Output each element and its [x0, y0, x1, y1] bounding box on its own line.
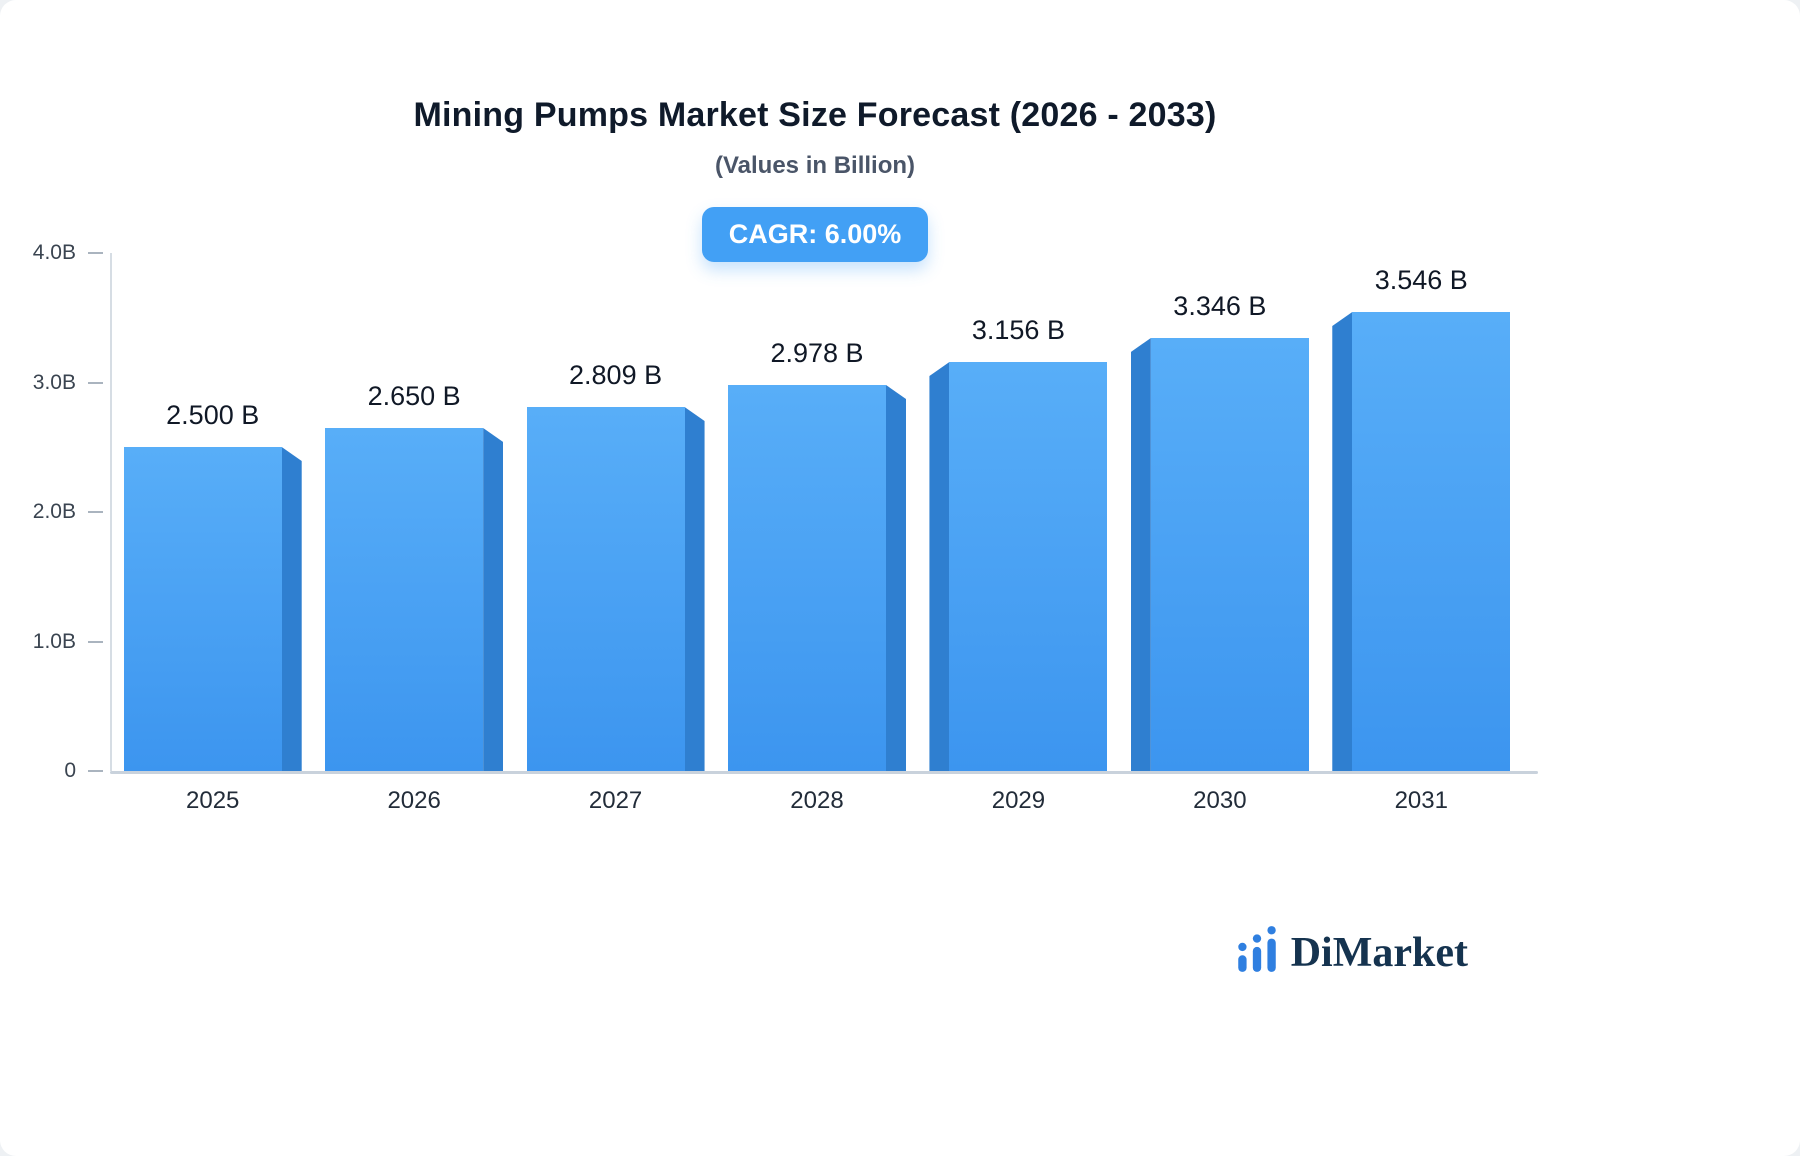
y-tick-mark [88, 252, 103, 254]
bar-chart-icon [1235, 924, 1279, 974]
bar-group: 2.650 B [325, 428, 503, 771]
bar-group: 3.546 B [1332, 312, 1510, 771]
bar-group: 3.156 B [929, 362, 1107, 771]
y-tick-label: 3.0B [33, 371, 76, 395]
y-tick-mark [88, 770, 103, 772]
y-tick-label: 2.0B [33, 500, 76, 524]
logo-text: DiMarket [1291, 932, 1468, 974]
x-axis-label: 2025 [186, 787, 239, 815]
bar-3d-side [483, 428, 503, 771]
logo-bars [1238, 926, 1276, 972]
bar [124, 447, 282, 771]
x-axis-label: 2030 [1193, 787, 1246, 815]
plot-area: 01.0B2.0B3.0B4.0B20252.500 B20262.650 B2… [110, 253, 1522, 771]
bar [527, 407, 685, 771]
x-axis-line [110, 771, 1538, 774]
bar-value-label: 2.650 B [368, 381, 461, 412]
y-tick-label: 4.0B [33, 241, 76, 265]
bar-group: 3.346 B [1131, 338, 1309, 771]
bar-3d-side [929, 362, 949, 771]
y-tick-label: 1.0B [33, 630, 76, 654]
bar-group: 2.500 B [124, 447, 302, 771]
x-axis-label: 2028 [790, 787, 843, 815]
chart-canvas: Mining Pumps Market Size Forecast (2026 … [0, 0, 1800, 1156]
x-axis-label: 2026 [387, 787, 440, 815]
bar-3d-side [1332, 312, 1352, 771]
bar-value-label: 2.978 B [770, 338, 863, 369]
bar-value-label: 3.156 B [972, 315, 1065, 346]
bar-group: 2.809 B [527, 407, 705, 771]
y-tick-mark [88, 641, 103, 643]
bar [728, 385, 886, 771]
x-axis-label: 2031 [1395, 787, 1448, 815]
bar-value-label: 2.500 B [166, 400, 259, 431]
bar-3d-side [1131, 338, 1151, 771]
y-tick-mark [88, 511, 103, 513]
bar [949, 362, 1107, 771]
chart-title: Mining Pumps Market Size Forecast (2026 … [110, 96, 1520, 135]
y-tick-label: 0 [64, 759, 76, 783]
chart-header: Mining Pumps Market Size Forecast (2026 … [110, 0, 1520, 262]
bar-value-label: 3.546 B [1375, 265, 1468, 296]
bar-3d-side [886, 385, 906, 771]
y-tick-mark [88, 382, 103, 384]
bar-value-label: 2.809 B [569, 360, 662, 391]
chart-subtitle: (Values in Billion) [110, 152, 1520, 180]
bar-group: 2.978 B [728, 385, 906, 771]
bar-3d-side [282, 447, 302, 771]
bar-value-label: 3.346 B [1173, 291, 1266, 322]
bar-3d-side [685, 407, 705, 771]
bar [1352, 312, 1510, 771]
x-axis-label: 2027 [589, 787, 642, 815]
dimarket-logo: DiMarket [1235, 924, 1468, 974]
x-axis-label: 2029 [992, 787, 1045, 815]
bar [325, 428, 483, 771]
bar [1151, 338, 1309, 771]
